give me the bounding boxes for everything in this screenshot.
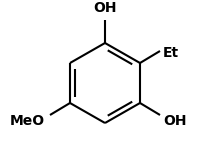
Text: OH: OH <box>163 114 186 128</box>
Text: Et: Et <box>163 46 179 60</box>
Text: MeO: MeO <box>10 114 45 128</box>
Text: OH: OH <box>93 1 117 15</box>
